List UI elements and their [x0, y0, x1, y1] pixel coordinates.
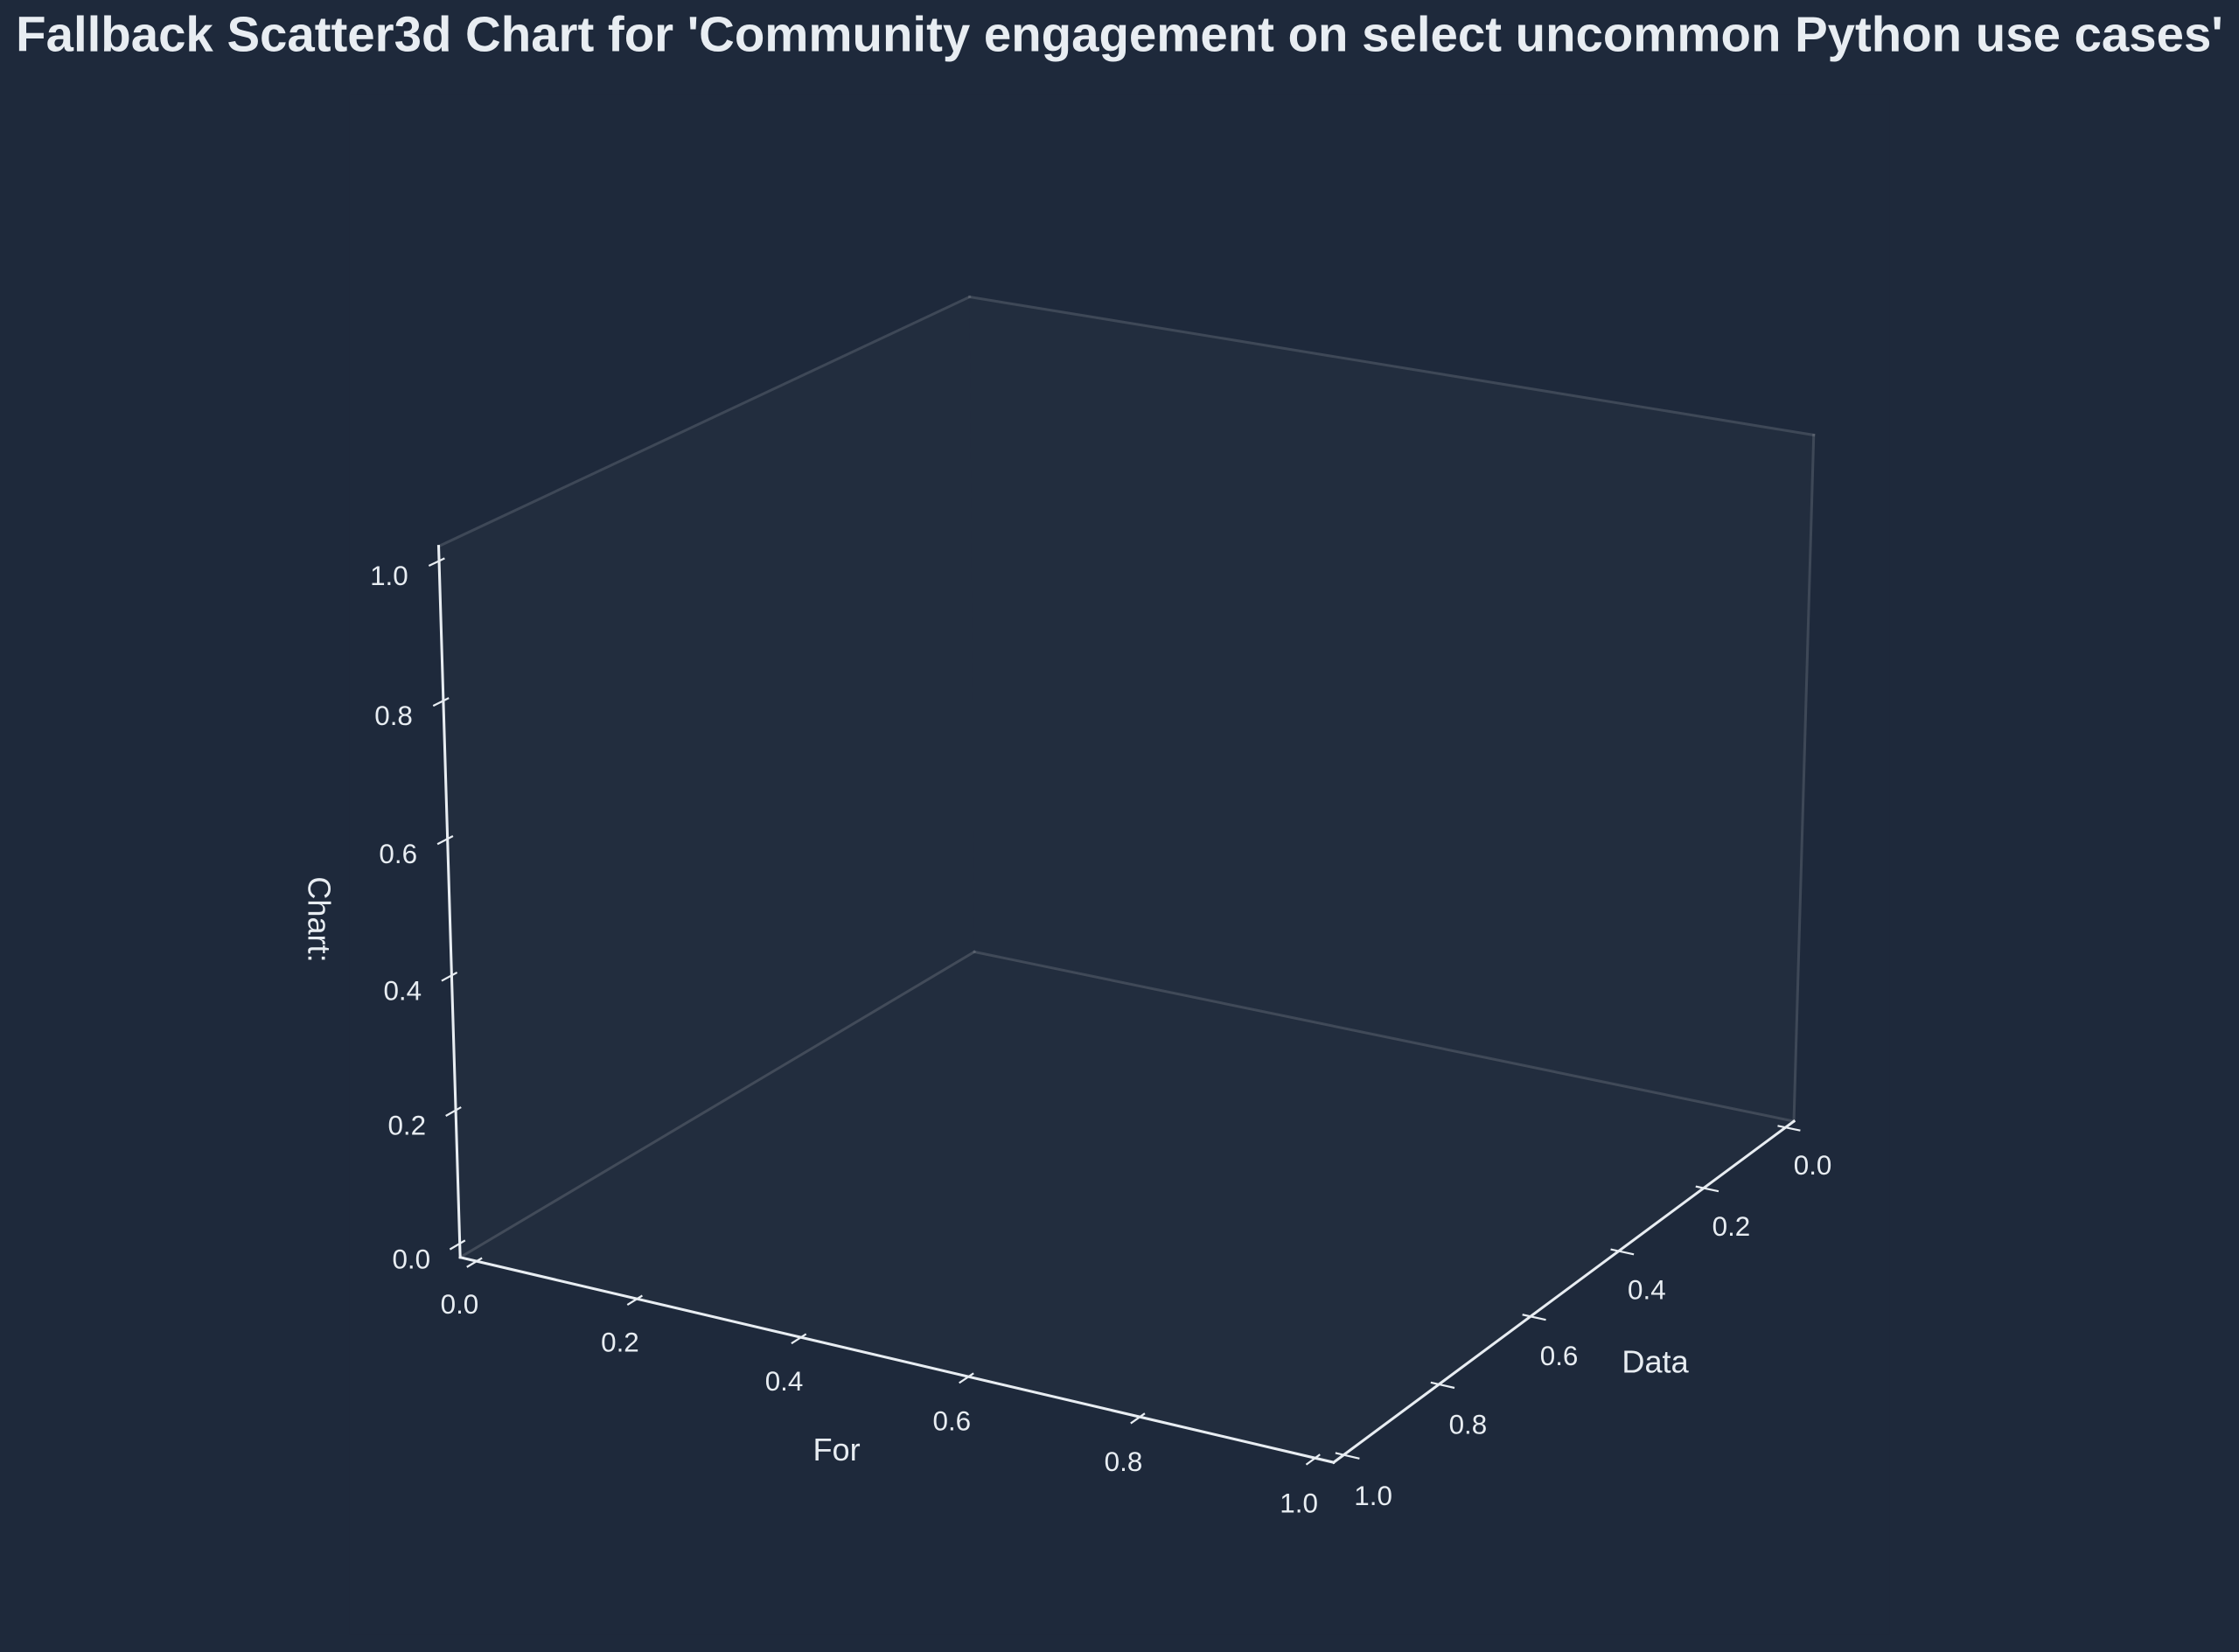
svg-text:Data: Data: [1622, 1344, 1689, 1380]
svg-text:0.6: 0.6: [1540, 1341, 1579, 1371]
svg-text:0.4: 0.4: [383, 975, 422, 1006]
svg-text:1.0: 1.0: [1280, 1488, 1318, 1519]
svg-text:0.2: 0.2: [387, 1111, 426, 1141]
svg-text:0.8: 0.8: [1449, 1409, 1488, 1439]
svg-text:1.0: 1.0: [1354, 1481, 1392, 1511]
svg-text:Fallback Scatter3d Chart for ': Fallback Scatter3d Chart for 'Community …: [16, 6, 2223, 61]
svg-text:For: For: [813, 1432, 860, 1467]
svg-text:0.6: 0.6: [379, 839, 417, 869]
svg-text:0.8: 0.8: [374, 701, 413, 731]
svg-text:1.0: 1.0: [370, 561, 408, 591]
svg-text:0.2: 0.2: [601, 1327, 639, 1357]
svg-text:0.4: 0.4: [1628, 1275, 1666, 1306]
svg-text:0.0: 0.0: [441, 1289, 479, 1320]
svg-text:Chart:: Chart:: [302, 876, 338, 962]
svg-text:0.0: 0.0: [1794, 1150, 1832, 1181]
svg-text:0.0: 0.0: [392, 1244, 430, 1274]
svg-text:0.6: 0.6: [933, 1406, 972, 1437]
svg-text:0.2: 0.2: [1712, 1211, 1751, 1242]
svg-text:0.4: 0.4: [765, 1366, 804, 1397]
svg-text:0.8: 0.8: [1105, 1446, 1143, 1477]
